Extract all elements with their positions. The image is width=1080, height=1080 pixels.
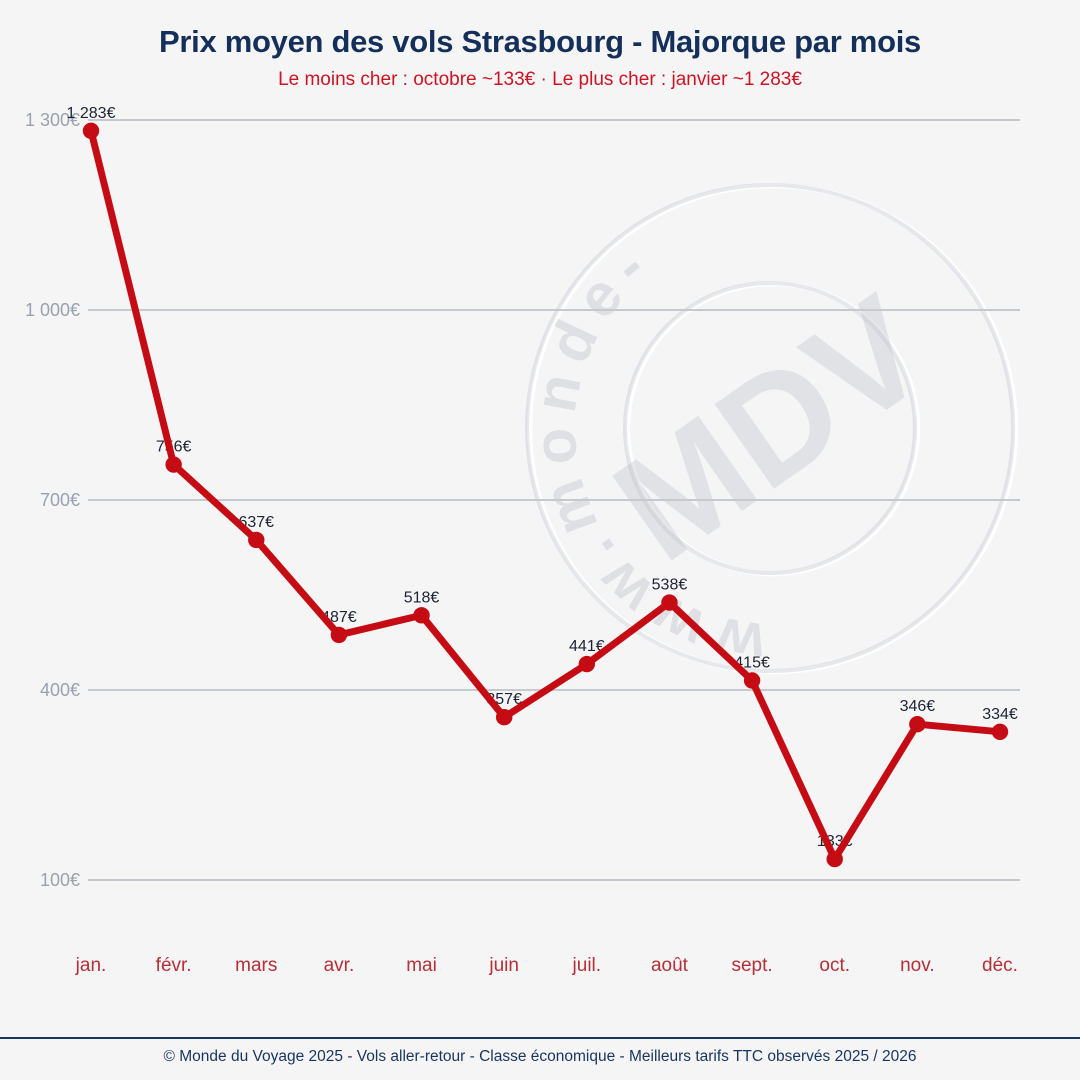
data-point: [578, 655, 596, 673]
page-footer: © Monde du Voyage 2025 - Vols aller-reto…: [0, 1037, 1080, 1066]
watermark-outer-ring: [525, 182, 1015, 673]
chart-title: Prix moyen des vols Strasbourg - Majorqu…: [159, 24, 921, 59]
month-label: mai: [406, 955, 437, 976]
month-label: jan.: [75, 955, 107, 976]
month-label: avr.: [324, 955, 355, 976]
data-point-label: 346€: [900, 698, 936, 715]
grid-layer: 1 300€ 1 000€ 700€ 400€ 100€: [25, 110, 1020, 890]
data-point: [165, 456, 182, 473]
y-axis-label: 700€: [40, 490, 80, 510]
data-point-label: 637€: [238, 514, 274, 531]
watermark-inner-ring: [625, 281, 921, 577]
data-point: [991, 723, 1009, 740]
month-label: sept.: [731, 955, 772, 976]
y-axis-label: 1 000€: [25, 300, 80, 320]
data-point: [743, 672, 761, 689]
price-line: [87, 127, 1004, 863]
month-label: oct.: [819, 955, 850, 976]
y-axis-label: 100€: [40, 870, 80, 890]
month-label: févr.: [156, 955, 192, 976]
y-axis-label: 1 300€: [25, 110, 80, 130]
y-axis-label: 400€: [40, 680, 80, 700]
data-point: [82, 122, 100, 139]
data-point-label: 334€: [982, 706, 1018, 723]
watermark-center-text: MDV: [585, 264, 954, 593]
data-point: [661, 594, 678, 611]
month-label: juil.: [572, 955, 602, 976]
data-point: [248, 531, 265, 549]
data-point-label: 441€: [569, 638, 605, 655]
data-point: [330, 626, 348, 644]
data-point-label: 538€: [652, 577, 688, 594]
data-point-label: 415€: [734, 655, 770, 672]
data-point: [909, 716, 926, 733]
data-point-label: 1 283€: [67, 105, 116, 122]
footer-credit: © Monde du Voyage 2025 - Vols aller-reto…: [163, 1048, 917, 1065]
month-label: déc.: [982, 955, 1018, 976]
month-label: août: [651, 955, 689, 976]
watermark-inner-ring: [623, 281, 917, 575]
month-label: juin: [488, 955, 519, 976]
data-point: [413, 607, 430, 624]
month-label: mars: [235, 955, 277, 976]
data-point-label: 518€: [404, 589, 440, 606]
chart-header: Prix moyen des vols Strasbourg - Majorqu…: [0, 0, 1080, 91]
month-label: nov.: [900, 955, 935, 976]
data-point: [495, 709, 513, 726]
watermark-outer-ring: [527, 183, 1019, 675]
chart-subtitle: Le moins cher : octobre ~133€ · Le plus …: [278, 69, 802, 90]
data-point: [826, 850, 843, 868]
plot-layer: jan. févr. mars avr. mai juin juil. août sept. oc…: [67, 105, 1018, 976]
